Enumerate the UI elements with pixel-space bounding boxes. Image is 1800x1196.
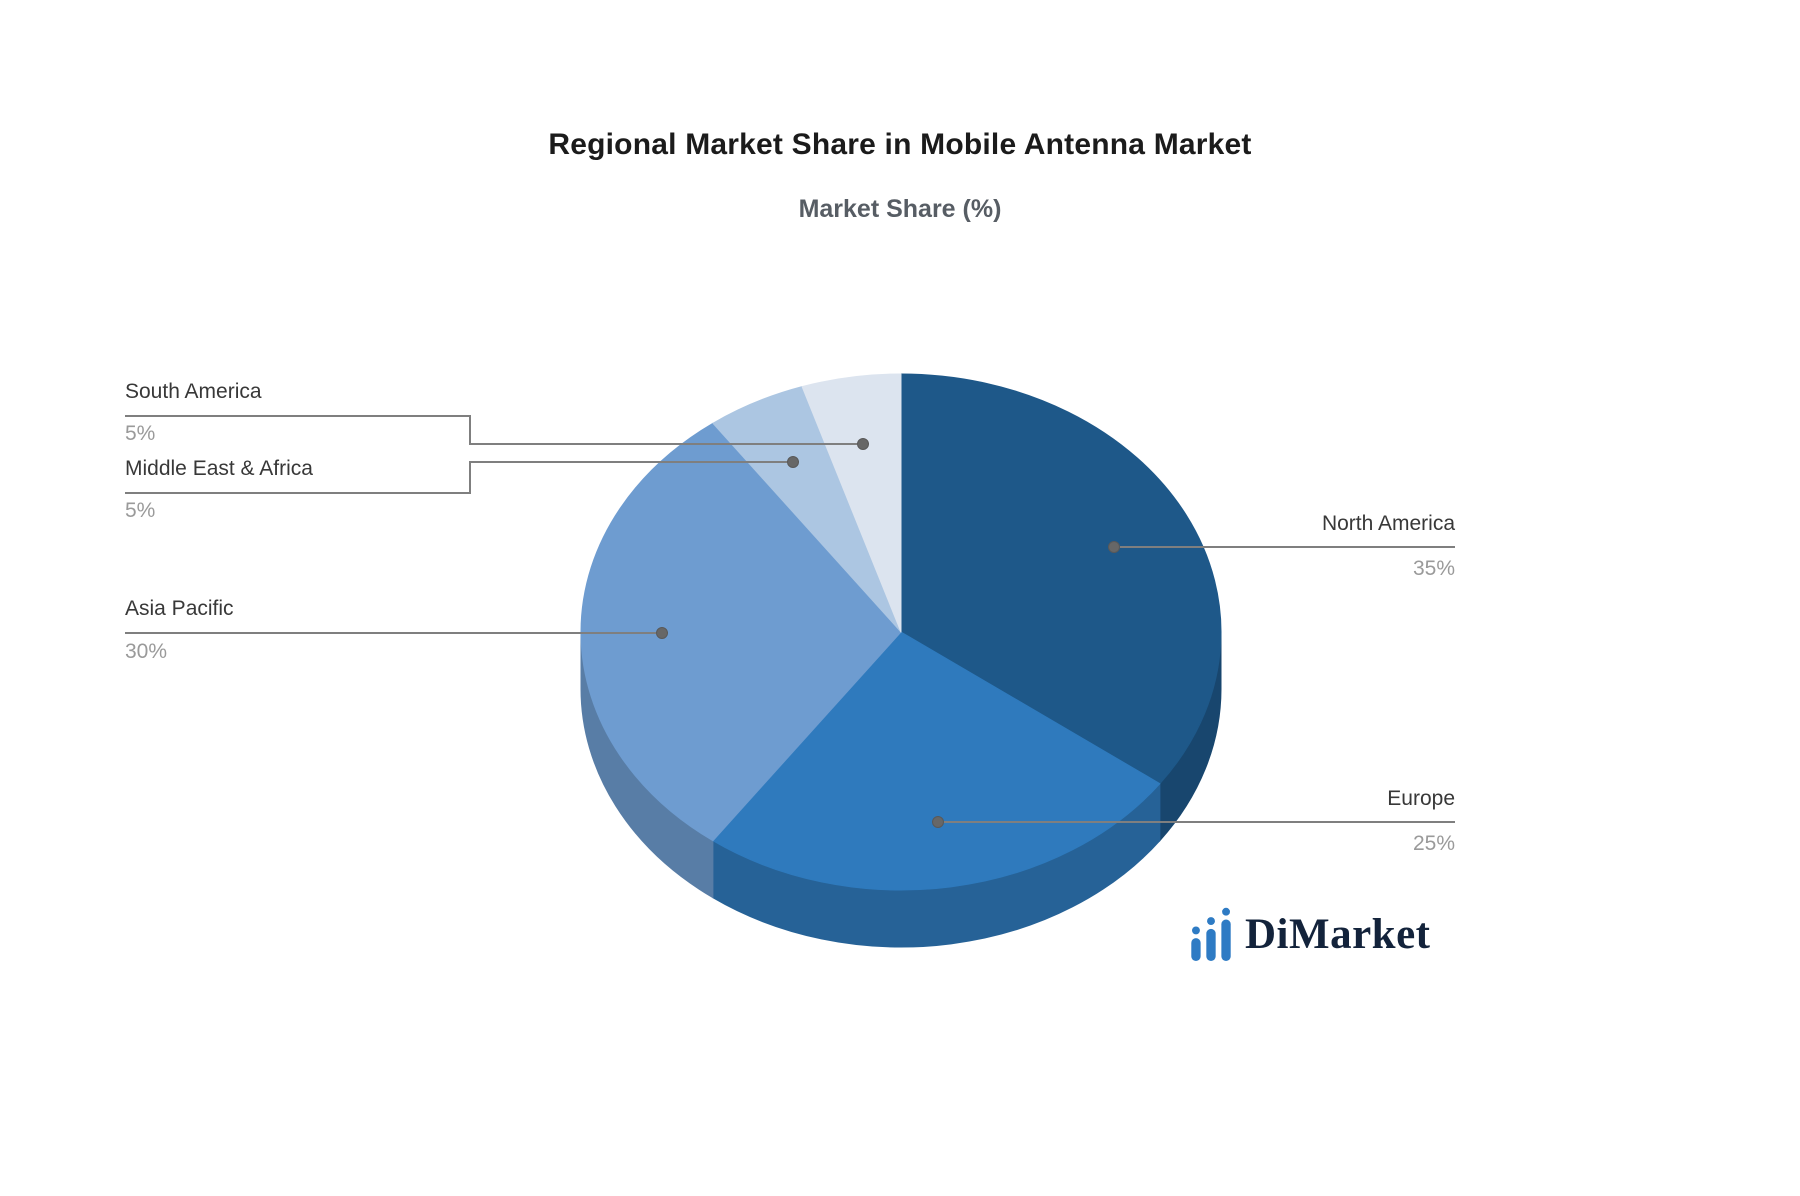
callout-label-north-america: North America — [1321, 512, 1455, 535]
chart-title: Regional Market Share in Mobile Antenna … — [548, 128, 1252, 161]
callout-value-south-america: 5% — [125, 422, 156, 445]
callout-label-middle-east-africa: Middle East & Africa — [125, 457, 313, 480]
leader-dot-asia-pacific — [656, 627, 668, 639]
chart-subtitle: Market Share (%) — [798, 195, 1002, 223]
leader-dot-middle-east-africa — [787, 456, 799, 468]
callout-value-middle-east-africa: 5% — [125, 499, 156, 522]
callout-value-asia-pacific: 30% — [125, 640, 168, 663]
callout-label-europe: Europe — [1387, 787, 1455, 810]
pie-slice-south-america — [801, 373, 902, 633]
callout-value-north-america: 35% — [1412, 557, 1455, 580]
callout-value-europe: 25% — [1412, 832, 1455, 855]
bar-chart-icon — [1191, 907, 1231, 961]
leader-line-middle-east-africa — [125, 461, 787, 494]
logo-text: DiMarket — [1245, 911, 1431, 958]
logo: DiMarket — [1188, 903, 1431, 961]
pie-slice-north-america — [900, 373, 1222, 785]
leader-dot-europe — [932, 816, 944, 828]
callout-label-south-america: South America — [125, 380, 262, 403]
leader-dot-south-america — [857, 438, 869, 450]
leader-line-south-america — [125, 415, 857, 445]
callout-label-asia-pacific: Asia Pacific — [125, 597, 234, 620]
leader-dot-north-america — [1108, 541, 1120, 553]
